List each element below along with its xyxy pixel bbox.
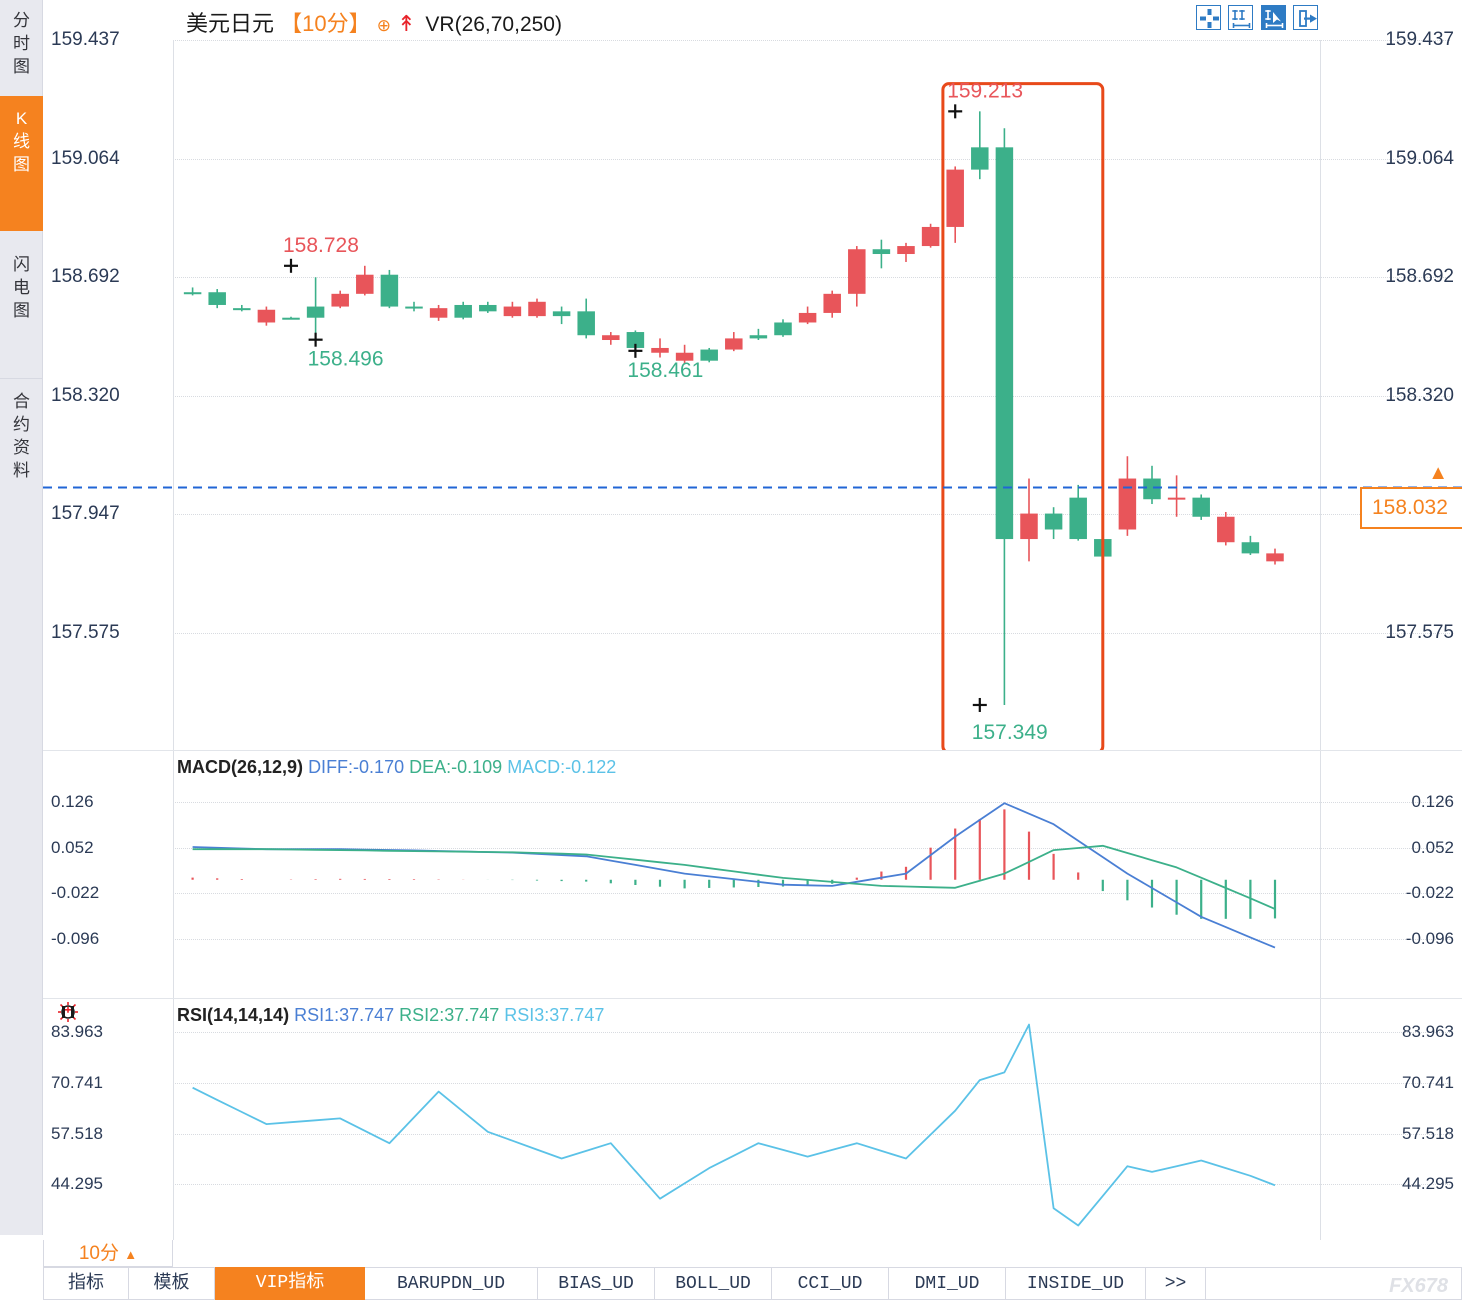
svg-text:158.728: 158.728 xyxy=(283,234,359,257)
svg-text:158.461: 158.461 xyxy=(627,359,703,382)
svg-text:159.213: 159.213 xyxy=(947,79,1023,102)
svg-text:157.349: 157.349 xyxy=(972,721,1048,744)
svg-text:158.496: 158.496 xyxy=(308,348,384,371)
